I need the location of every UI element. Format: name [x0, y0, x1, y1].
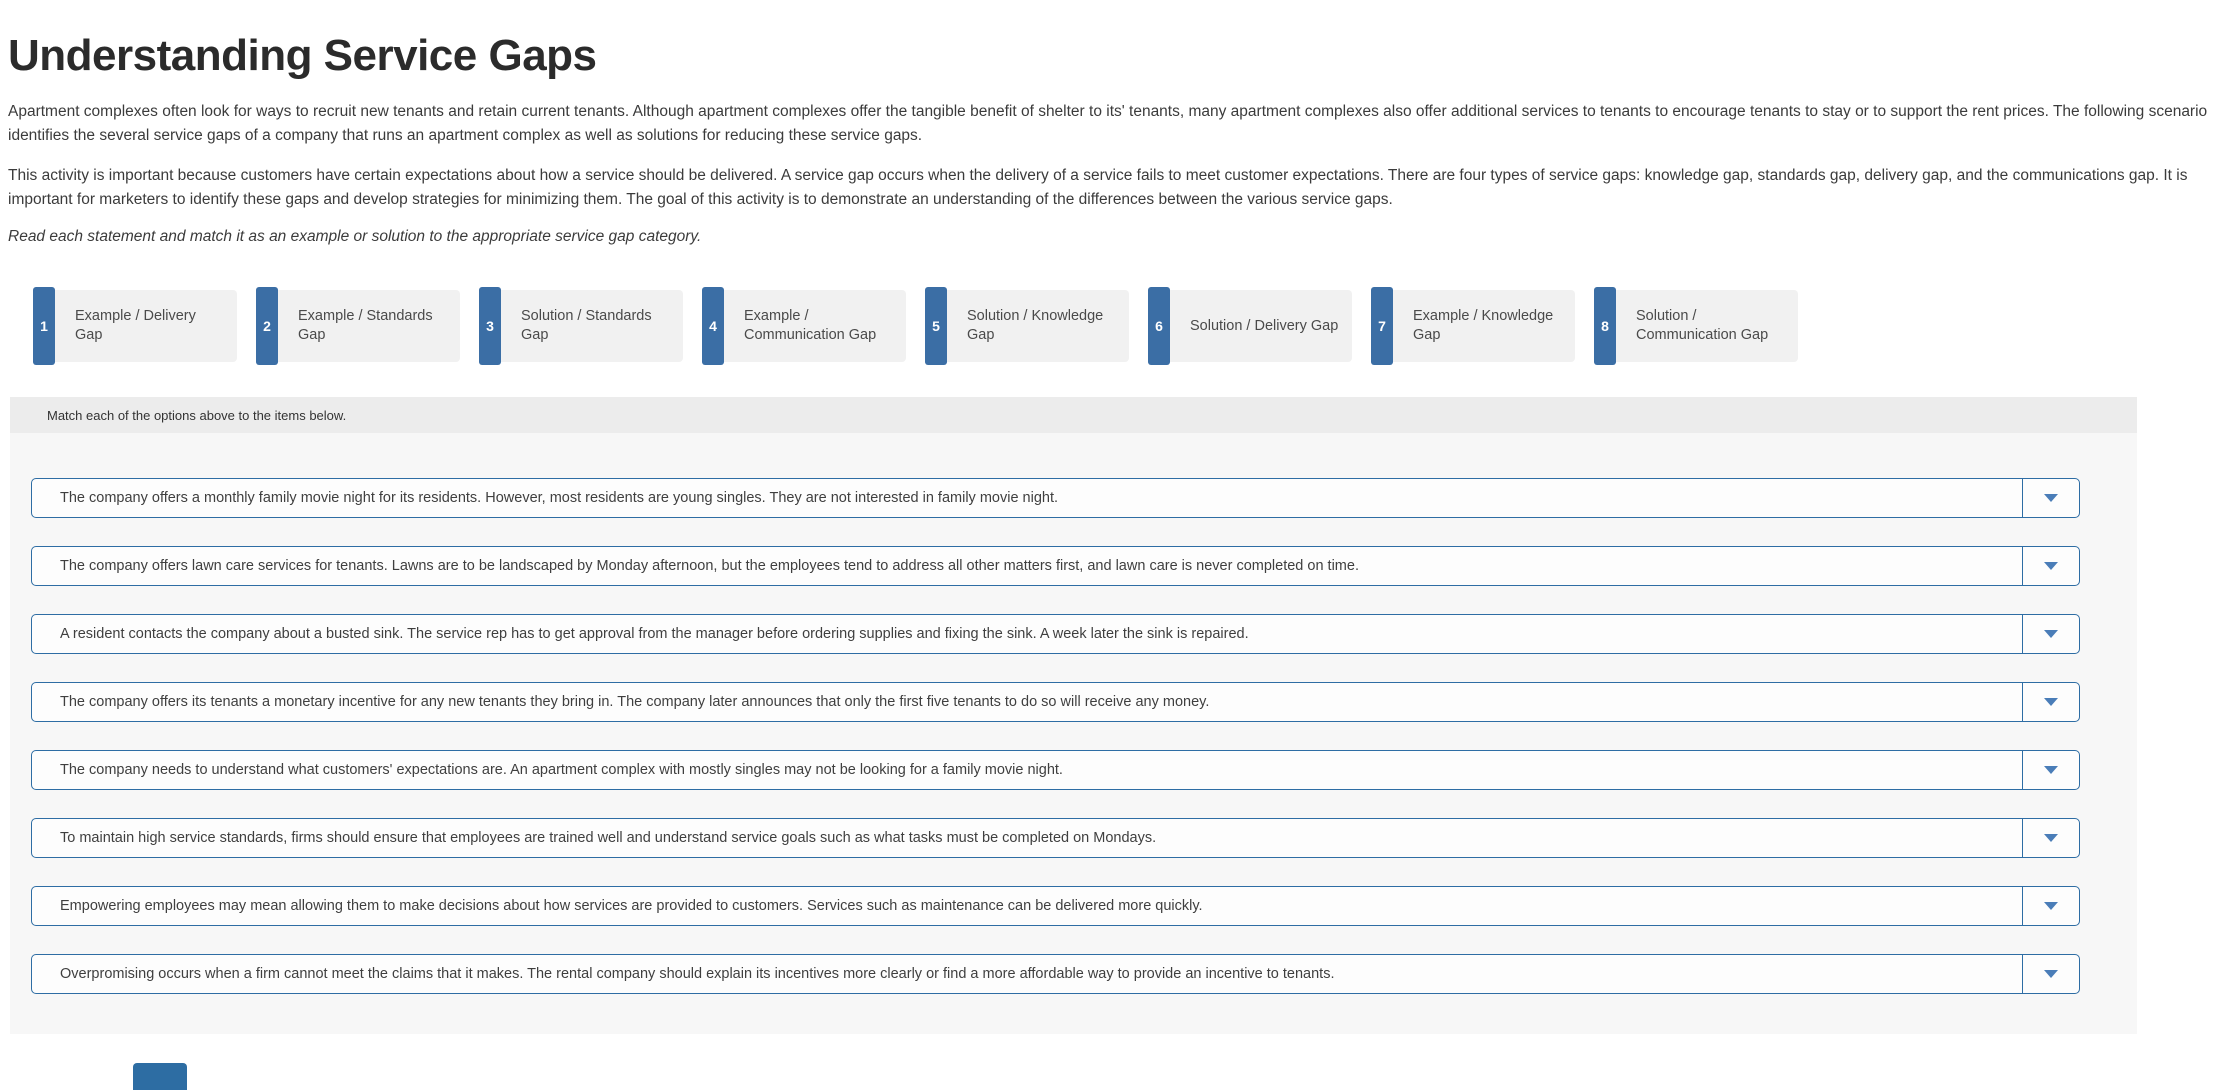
dropdown-toggle-button[interactable] [2022, 887, 2079, 925]
match-item-text: A resident contacts the company about a … [60, 626, 1249, 642]
chevron-down-icon [2044, 630, 2058, 638]
option-number-badge: 8 [1594, 287, 1616, 365]
option-tile-body: Solution / Standards Gap [501, 290, 683, 362]
match-item-text: To maintain high service standards, firm… [60, 830, 1157, 846]
option-label: Solution / Knowledge Gap [967, 308, 1104, 343]
match-item-dropdown-2[interactable]: The company offers lawn care services fo… [31, 546, 2080, 586]
option-label: Solution / Delivery Gap [1190, 317, 1339, 334]
match-item-dropdown-3[interactable]: A resident contacts the company about a … [31, 614, 2080, 654]
option-label: Example / Standards Gap [298, 308, 433, 343]
match-item-dropdown-1[interactable]: The company offers a monthly family movi… [31, 478, 2080, 518]
match-item-text: The company offers its tenants a monetar… [60, 694, 1210, 710]
dropdown-toggle-button[interactable] [2022, 615, 2079, 653]
option-tile-1[interactable]: 1 Example / Delivery Gap [33, 287, 237, 365]
option-label: Example / Delivery Gap [75, 308, 196, 343]
dropdown-toggle-button[interactable] [2022, 819, 2079, 857]
option-tile-5[interactable]: 5 Solution / Knowledge Gap [925, 287, 1129, 365]
dropdown-toggle-button[interactable] [2022, 479, 2079, 517]
chevron-down-icon [2044, 902, 2058, 910]
dropdown-toggle-button[interactable] [2022, 751, 2079, 789]
option-tile-body: Example / Communication Gap [724, 290, 906, 362]
option-tile-8[interactable]: 8 Solution / Communication Gap [1594, 287, 1798, 365]
match-item-text: The company offers a monthly family movi… [60, 490, 1059, 506]
chevron-down-icon [2044, 970, 2058, 978]
option-number-badge: 3 [479, 287, 501, 365]
intro-paragraph-1: Apartment complexes often look for ways … [8, 102, 2208, 144]
match-item-dropdown-5[interactable]: The company needs to understand what cus… [31, 750, 2080, 790]
chevron-down-icon [2044, 834, 2058, 842]
option-tile-body: Example / Knowledge Gap [1393, 290, 1575, 362]
chevron-down-icon [2044, 766, 2058, 774]
chevron-down-icon [2044, 562, 2058, 570]
option-tile-body: Solution / Delivery Gap [1170, 290, 1352, 362]
option-number-badge: 5 [925, 287, 947, 365]
match-item-text: The company offers lawn care services fo… [60, 558, 1359, 574]
option-number-badge: 6 [1148, 287, 1170, 365]
option-number-badge: 2 [256, 287, 278, 365]
match-item-text: Empowering employees may mean allowing t… [60, 898, 1203, 914]
option-tile-3[interactable]: 3 Solution / Standards Gap [479, 287, 683, 365]
match-instruction: Match each of the options above to the i… [47, 407, 347, 423]
option-tiles: 1 Example / Delivery Gap 2 Example / Sta… [33, 287, 1798, 365]
match-item-text: The company needs to understand what cus… [60, 762, 1063, 778]
chevron-down-icon [2044, 698, 2058, 706]
match-section: Match each of the options above to the i… [10, 397, 2137, 1034]
option-tile-7[interactable]: 7 Example / Knowledge Gap [1371, 287, 1575, 365]
match-item-dropdown-8[interactable]: Overpromising occurs when a firm cannot … [31, 954, 2080, 994]
chevron-down-icon [2044, 494, 2058, 502]
option-number-badge: 1 [33, 287, 55, 365]
option-label: Solution / Standards Gap [521, 308, 652, 343]
dropdown-toggle-button[interactable] [2022, 683, 2079, 721]
activity-instruction: Read each statement and match it as an e… [8, 227, 702, 245]
partial-bottom-button[interactable] [133, 1063, 187, 1090]
option-tile-6[interactable]: 6 Solution / Delivery Gap [1148, 287, 1352, 365]
match-item-dropdown-6[interactable]: To maintain high service standards, firm… [31, 818, 2080, 858]
option-tile-4[interactable]: 4 Example / Communication Gap [702, 287, 906, 365]
match-item-text: Overpromising occurs when a firm cannot … [60, 966, 1335, 982]
option-label: Example / Communication Gap [744, 308, 877, 343]
option-label: Solution / Communication Gap [1636, 308, 1769, 343]
option-tile-body: Solution / Communication Gap [1616, 290, 1798, 362]
option-label: Example / Knowledge Gap [1413, 308, 1554, 343]
match-section-header: Match each of the options above to the i… [10, 397, 2137, 433]
page-title: Understanding Service Gaps [8, 31, 597, 81]
intro-paragraph-2: This activity is important because custo… [8, 166, 2188, 208]
dropdown-toggle-button[interactable] [2022, 955, 2079, 993]
match-item-list: The company offers a monthly family movi… [10, 433, 2137, 994]
match-item-dropdown-4[interactable]: The company offers its tenants a monetar… [31, 682, 2080, 722]
option-tile-body: Example / Delivery Gap [55, 290, 237, 362]
option-tile-body: Solution / Knowledge Gap [947, 290, 1129, 362]
option-tile-body: Example / Standards Gap [278, 290, 460, 362]
option-number-badge: 4 [702, 287, 724, 365]
option-number-badge: 7 [1371, 287, 1393, 365]
match-item-dropdown-7[interactable]: Empowering employees may mean allowing t… [31, 886, 2080, 926]
dropdown-toggle-button[interactable] [2022, 547, 2079, 585]
option-tile-2[interactable]: 2 Example / Standards Gap [256, 287, 460, 365]
